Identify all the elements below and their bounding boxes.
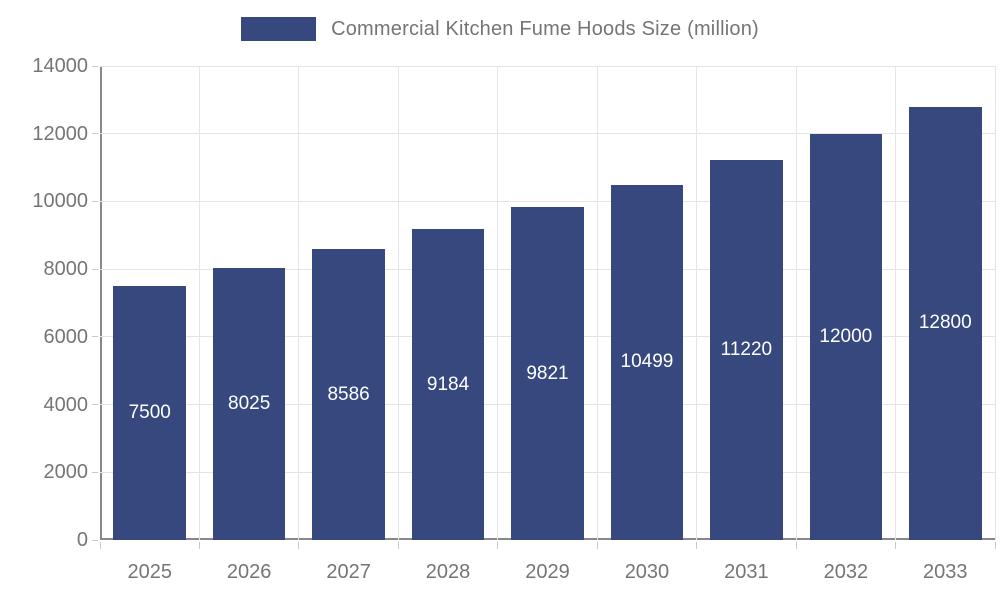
bar-2033: 12800 [908,106,982,540]
y-axis-tick-label: 6000 [43,325,89,348]
x-axis-tick-label: 2027 [326,561,371,583]
x-tick [696,542,698,549]
y-tick [92,539,98,541]
y-tick [92,133,98,135]
bar-value-label: 12800 [918,312,972,334]
y-axis-tick-label: 4000 [43,393,89,416]
y-axis-tick-label: 10000 [32,190,88,213]
bar-2027: 8586 [312,249,385,540]
bar-value-label: 11220 [720,339,773,361]
bar-value-label: 8586 [327,383,370,405]
x-axis-tick-label: 2032 [823,561,869,583]
bar-2032: 12000 [809,133,883,540]
gridline-y [100,65,995,67]
x-tick [795,542,797,549]
y-axis-tick-label: 2000 [43,461,89,484]
bar-2031: 11220 [710,160,783,540]
y-axis-tick-label: 14000 [32,55,88,77]
gridline-x [696,66,698,540]
gridline-x [397,66,399,540]
x-tick [994,542,996,549]
y-tick [92,65,98,67]
x-axis-tick-label: 2028 [425,561,471,583]
y-tick [92,404,98,406]
gridline-x [298,66,300,540]
x-axis-tick-label: 2030 [624,561,670,583]
legend-swatch-icon [241,17,317,41]
y-tick [92,336,98,338]
y-axis-tick-label: 8000 [43,258,89,281]
x-tick [198,542,200,549]
x-tick [99,542,101,549]
y-tick [92,268,98,270]
bar-2028: 9184 [411,229,485,540]
y-tick [92,471,98,473]
x-tick [596,542,598,549]
gridline-x [198,66,200,540]
legend: Commercial Kitchen Fume Hoods Size (mill… [0,17,1000,41]
gridline-y [100,133,995,135]
gridline-x [596,66,598,540]
bar-2025: 7500 [113,286,187,540]
y-axis-tick-label: 0 [76,529,88,551]
bar-value-label: 9821 [526,362,569,384]
bar-value-label: 10499 [620,351,674,373]
x-axis-tick-label: 2025 [127,561,172,583]
bar-value-label: 7500 [128,402,171,424]
x-tick [397,542,399,549]
x-axis-tick-label: 2029 [525,561,570,583]
bar-2026: 8025 [212,268,286,540]
bar-value-label: 12000 [819,325,873,347]
x-tick [497,542,499,549]
x-tick [895,542,897,549]
y-axis-tick-label: 12000 [32,122,88,145]
y-tick [92,200,98,202]
bar-2029: 9821 [511,207,584,540]
bar-2030: 10499 [610,184,684,540]
gridline-x [895,66,897,540]
legend-label: Commercial Kitchen Fume Hoods Size (mill… [331,17,759,40]
gridline-x [994,66,996,540]
gridline-x [497,66,499,540]
x-tick [298,542,300,549]
x-axis-tick-label: 2033 [923,561,968,583]
gridline-x [795,66,797,540]
x-axis-tick-label: 2031 [724,561,769,583]
bar-value-label: 9184 [426,373,470,395]
gridline-y [100,200,995,202]
bar-value-label: 8025 [228,393,271,415]
x-axis-tick-label: 2026 [226,561,272,583]
